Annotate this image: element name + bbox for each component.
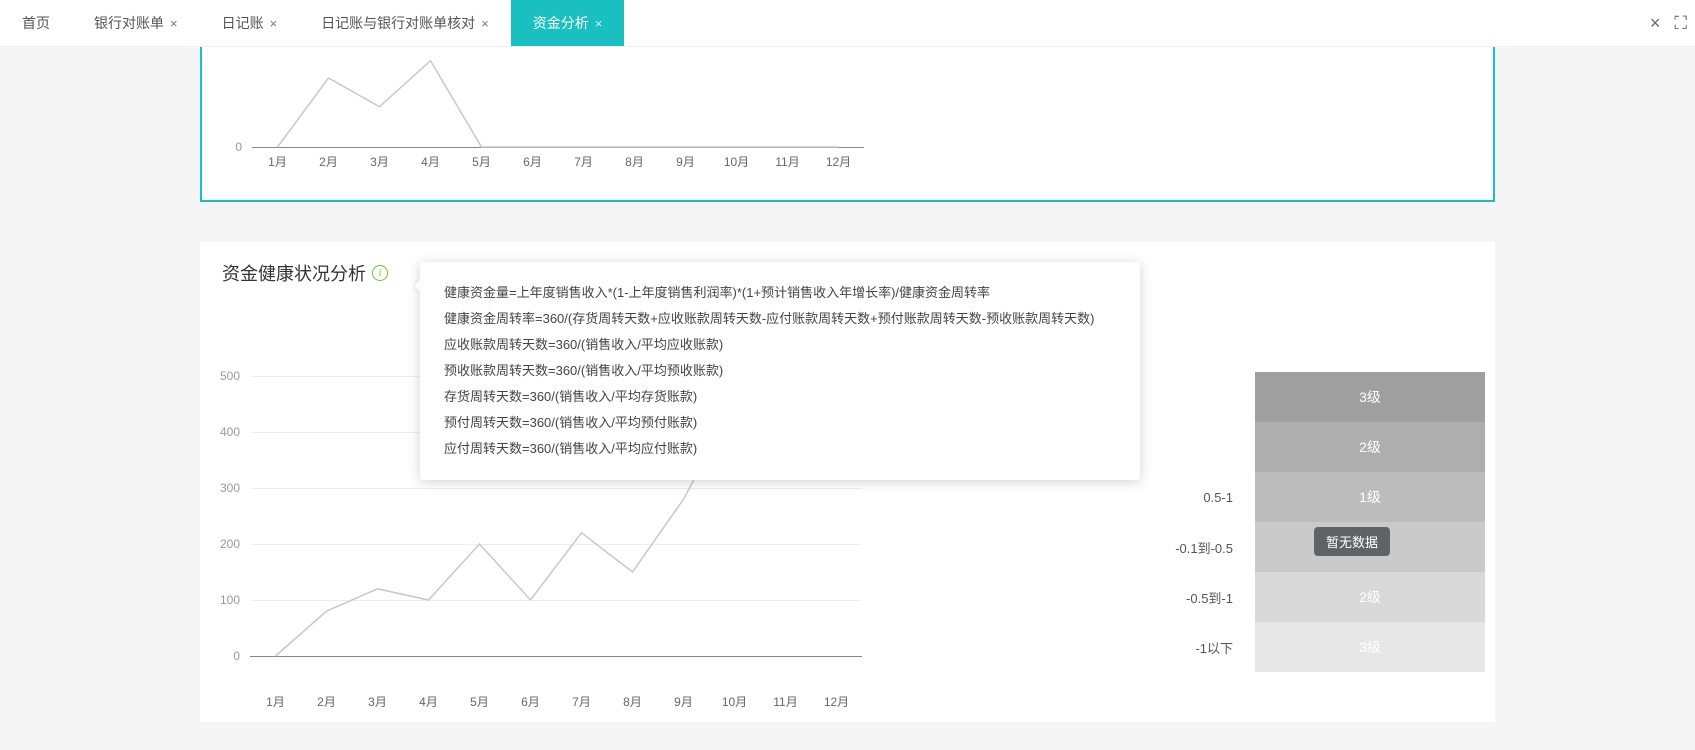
level-row: -0.5到-12级	[1095, 572, 1485, 622]
tab-bank-statement[interactable]: 银行对账单 ×	[72, 0, 200, 46]
tooltip-line: 预付周转天数=360/(销售收入/平均预付账款)	[444, 410, 1116, 436]
x-label: 8月	[609, 153, 660, 170]
close-icon[interactable]: ×	[481, 16, 489, 31]
tab-label: 首页	[22, 13, 50, 33]
close-icon[interactable]: ×	[170, 16, 178, 31]
tab-label: 资金分析	[533, 13, 589, 33]
level-badge: 2级	[1255, 422, 1485, 472]
x-label: 6月	[507, 153, 558, 170]
level-row: 2级	[1095, 422, 1485, 472]
tooltip-line: 健康资金量=上年度销售收入*(1-上年度销售利润率)*(1+预计销售收入年增长率…	[444, 280, 1116, 306]
level-row: -0.1到-0.51级	[1095, 522, 1485, 572]
x-label: 1月	[252, 153, 303, 170]
x-label: 12月	[813, 153, 864, 170]
x-label: 1月	[250, 693, 301, 710]
x-label: 4月	[405, 153, 456, 170]
section-title: 资金健康状况分析	[222, 260, 366, 286]
level-row: 0.5-11级	[1095, 472, 1485, 522]
card-fund-health: 资金健康状况分析 i 健康资金量=上年度销售收入*(1-上年度销售利润率)*(1…	[200, 242, 1495, 722]
tabbar-close-icon[interactable]: ×	[1650, 13, 1661, 34]
tab-home[interactable]: 首页	[0, 0, 72, 46]
x-label: 3月	[352, 693, 403, 710]
y-tick-label: 0	[212, 140, 242, 154]
y-tick-label: 0	[210, 649, 240, 663]
tabbar-actions: × ⛶	[1650, 0, 1687, 47]
level-badge: 3级	[1255, 622, 1485, 672]
x-label: 7月	[558, 153, 609, 170]
tab-label: 日记账与银行对账单核对	[321, 13, 475, 33]
x-label: 4月	[403, 693, 454, 710]
x-label: 10月	[709, 693, 760, 710]
tabbar-expand-icon[interactable]: ⛶	[1674, 13, 1687, 34]
y-tick-label: 400	[210, 425, 240, 439]
upper-chart-svg	[252, 32, 864, 162]
level-row: 3级	[1095, 372, 1485, 422]
x-label: 2月	[303, 153, 354, 170]
x-label: 2月	[301, 693, 352, 710]
level-badge: 3级	[1255, 372, 1485, 422]
x-label: 11月	[760, 693, 811, 710]
level-badge: 2级	[1255, 572, 1485, 622]
x-label: 9月	[660, 153, 711, 170]
x-label: 3月	[354, 153, 405, 170]
close-icon[interactable]: ×	[595, 16, 603, 31]
x-label: 6月	[505, 693, 556, 710]
x-label: 9月	[658, 693, 709, 710]
tab-label: 日记账	[222, 13, 264, 33]
x-label: 8月	[607, 693, 658, 710]
level-range: -0.1到-0.5	[1095, 522, 1255, 572]
tab-label: 银行对账单	[94, 13, 164, 33]
x-label: 10月	[711, 153, 762, 170]
x-axis-labels: 1月 2月 3月 4月 5月 6月 7月 8月 9月 10月 11月 12月	[250, 693, 862, 710]
tooltip-line: 预收账款周转天数=360/(销售收入/平均预收账款)	[444, 358, 1116, 384]
x-label: 7月	[556, 693, 607, 710]
level-badge: 1级	[1255, 472, 1485, 522]
level-row: -1以下3级	[1095, 622, 1485, 672]
info-icon[interactable]: i	[372, 265, 388, 281]
y-tick-label: 200	[210, 537, 240, 551]
tooltip-line: 健康资金周转率=360/(存货周转天数+应收账款周转天数-应付账款周转天数+预付…	[444, 306, 1116, 332]
no-data-badge: 暂无数据	[1314, 527, 1390, 556]
x-label: 5月	[456, 153, 507, 170]
upper-line-chart: 0 1月 2月 3月 4月 5月 6月 7月 8月 9月 10月 11月 12月	[224, 32, 864, 162]
tooltip-line: 应付周转天数=360/(销售收入/平均应付账款)	[444, 436, 1116, 462]
y-tick-label: 500	[210, 369, 240, 383]
tooltip-line: 应收账款周转天数=360/(销售收入/平均应收账款)	[444, 332, 1116, 358]
level-range: -1以下	[1095, 622, 1255, 672]
card-upper-chart: 0 1月 2月 3月 4月 5月 6月 7月 8月 9月 10月 11月 12月	[200, 47, 1495, 202]
level-range: -0.5到-1	[1095, 572, 1255, 622]
x-label: 5月	[454, 693, 505, 710]
y-tick-label: 100	[210, 593, 240, 607]
close-icon[interactable]: ×	[270, 16, 278, 31]
info-tooltip: 健康资金量=上年度销售收入*(1-上年度销售利润率)*(1+预计销售收入年增长率…	[420, 262, 1140, 480]
level-table: 3级2级0.5-11级-0.1到-0.51级-0.5到-12级-1以下3级	[1095, 372, 1485, 672]
tooltip-arrow	[414, 280, 420, 292]
y-tick-label: 300	[210, 481, 240, 495]
x-label: 12月	[811, 693, 862, 710]
x-label: 11月	[762, 153, 813, 170]
tooltip-line: 存货周转天数=360/(销售收入/平均存货账款)	[444, 384, 1116, 410]
x-axis-labels: 1月 2月 3月 4月 5月 6月 7月 8月 9月 10月 11月 12月	[252, 153, 864, 170]
